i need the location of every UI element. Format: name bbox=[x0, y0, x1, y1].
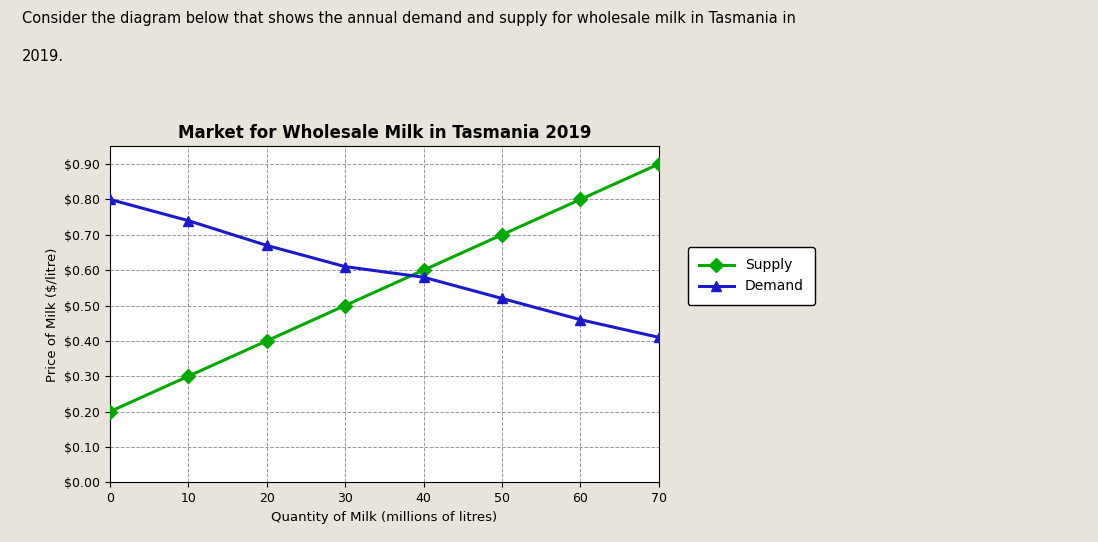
Demand bbox=[574, 317, 587, 323]
Legend: Supply, Demand: Supply, Demand bbox=[687, 247, 815, 305]
Demand bbox=[260, 242, 273, 249]
Demand bbox=[103, 196, 116, 203]
Text: 2019.: 2019. bbox=[22, 49, 64, 64]
Y-axis label: Price of Milk ($/litre): Price of Milk ($/litre) bbox=[45, 247, 58, 382]
X-axis label: Quantity of Milk (millions of litres): Quantity of Milk (millions of litres) bbox=[271, 511, 497, 524]
Line: Supply: Supply bbox=[105, 159, 663, 416]
Supply bbox=[652, 161, 665, 167]
Demand bbox=[181, 217, 194, 224]
Title: Market for Wholesale Milk in Tasmania 2019: Market for Wholesale Milk in Tasmania 20… bbox=[178, 124, 591, 142]
Supply bbox=[260, 338, 273, 344]
Supply bbox=[103, 408, 116, 415]
Line: Demand: Demand bbox=[105, 195, 663, 342]
Supply bbox=[338, 302, 351, 309]
Text: Consider the diagram below that shows the annual demand and supply for wholesale: Consider the diagram below that shows th… bbox=[22, 11, 796, 26]
Supply bbox=[495, 231, 508, 238]
Demand bbox=[417, 274, 430, 280]
Supply bbox=[181, 373, 194, 379]
Demand bbox=[652, 334, 665, 340]
Supply bbox=[574, 196, 587, 203]
Supply bbox=[417, 267, 430, 273]
Demand bbox=[495, 295, 508, 302]
Demand bbox=[338, 263, 351, 270]
